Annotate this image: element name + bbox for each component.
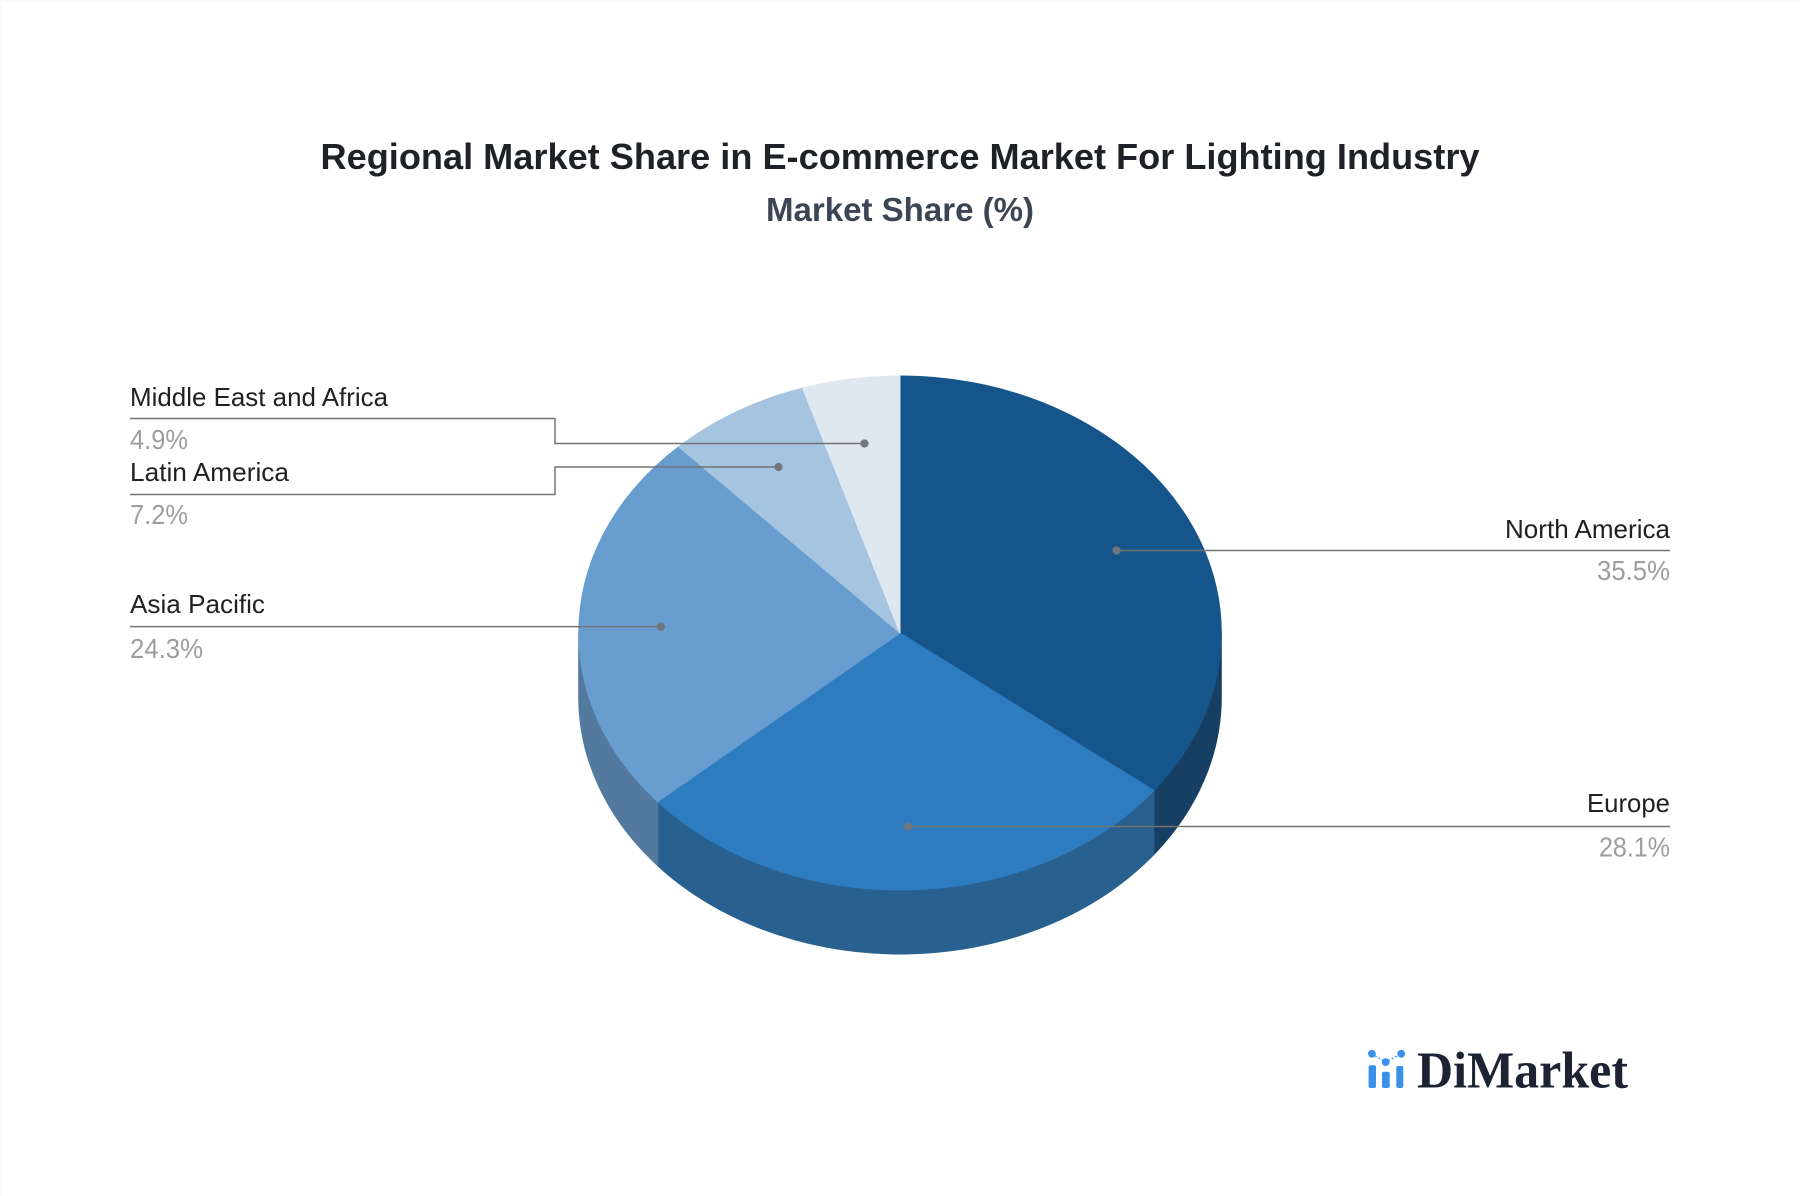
svg-text:28.1%: 28.1% (1599, 832, 1670, 863)
svg-text:4.9%: 4.9% (130, 424, 188, 455)
svg-text:Latin America: Latin America (130, 457, 290, 487)
svg-text:Europe: Europe (1587, 788, 1670, 818)
svg-text:24.3%: 24.3% (130, 633, 203, 664)
svg-text:35.5%: 35.5% (1597, 555, 1670, 586)
svg-text:Market Share (%): Market Share (%) (766, 191, 1034, 228)
svg-text:7.2%: 7.2% (130, 499, 188, 530)
svg-text:Middle East and Africa: Middle East and Africa (130, 382, 389, 412)
svg-text:North America: North America (1505, 514, 1671, 544)
svg-text:Asia Pacific: Asia Pacific (130, 589, 265, 619)
svg-text:Regional Market Share in E-com: Regional Market Share in E-commerce Mark… (321, 136, 1480, 177)
svg-text:DiMarket: DiMarket (1417, 1043, 1629, 1100)
